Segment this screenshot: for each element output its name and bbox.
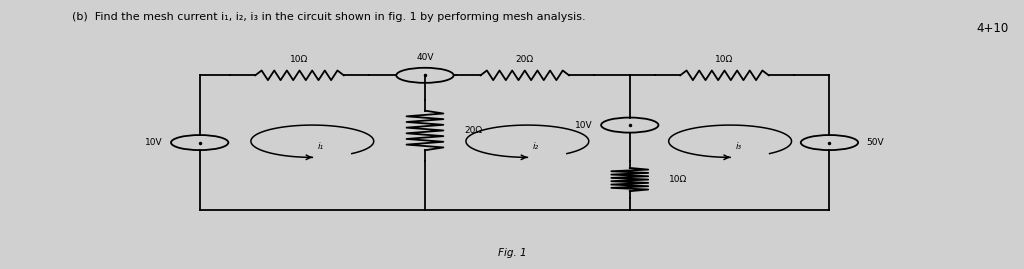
Text: i₂: i₂: [532, 141, 539, 151]
Text: 10Ω: 10Ω: [716, 55, 733, 64]
Text: 4+10: 4+10: [977, 22, 1009, 34]
Text: 10V: 10V: [145, 138, 163, 147]
Text: i₁: i₁: [317, 141, 324, 151]
Text: Fig. 1: Fig. 1: [498, 248, 526, 258]
Text: 20Ω: 20Ω: [464, 126, 482, 135]
Text: 10Ω: 10Ω: [291, 55, 308, 64]
Text: 10Ω: 10Ω: [669, 175, 687, 184]
Text: 10V: 10V: [575, 121, 593, 130]
Text: i₃: i₃: [735, 141, 741, 151]
Text: 50V: 50V: [866, 138, 884, 147]
Text: (b)  Find the mesh current i₁, i₂, i₃ in the circuit shown in fig. 1 by performi: (b) Find the mesh current i₁, i₂, i₃ in …: [72, 12, 586, 22]
Text: 20Ω: 20Ω: [516, 55, 534, 64]
Text: 40V: 40V: [416, 53, 434, 62]
